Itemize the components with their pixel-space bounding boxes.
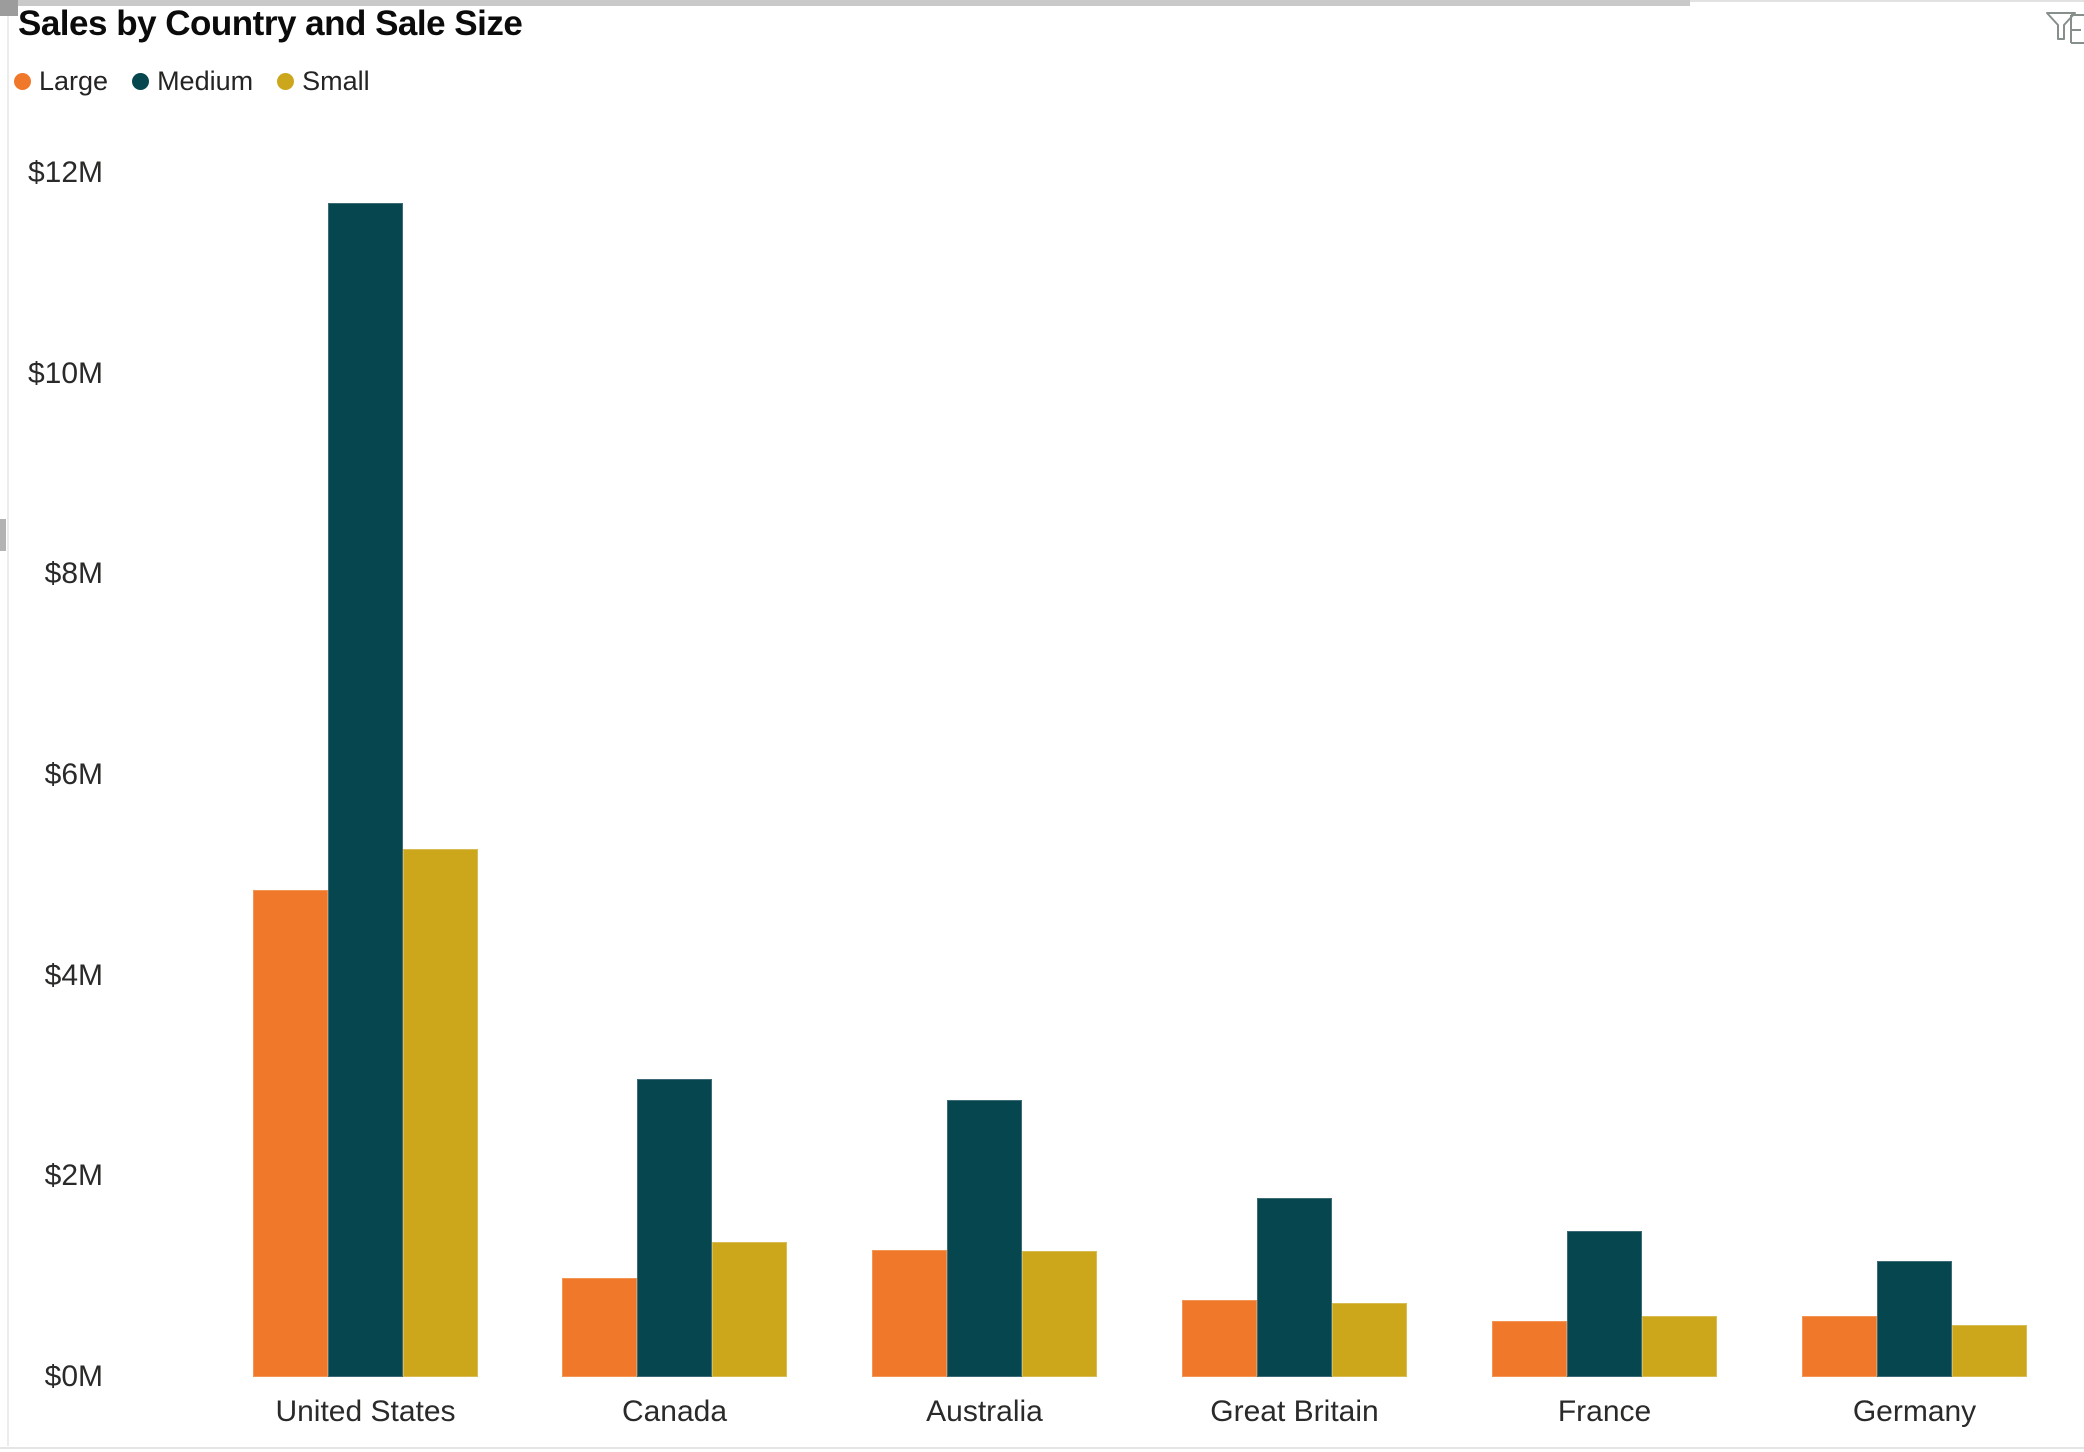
bar-large-great-britain[interactable] bbox=[1182, 1300, 1257, 1377]
filter-funnel-icon[interactable] bbox=[2044, 8, 2078, 44]
x-axis-category-label-united-states: United States bbox=[275, 1395, 456, 1428]
legend-item-small[interactable]: Small bbox=[277, 66, 370, 96]
vertical-scrollbar-thumb[interactable] bbox=[0, 519, 6, 551]
y-axis-tick-label: $8M bbox=[44, 557, 103, 591]
bar-small-united-states[interactable] bbox=[403, 849, 478, 1377]
x-axis-category-label-canada: Canada bbox=[621, 1395, 728, 1428]
x-axis-category-label-great-britain: Great Britain bbox=[1210, 1395, 1379, 1428]
bar-small-great-britain[interactable] bbox=[1332, 1303, 1407, 1377]
bar-medium-united-states[interactable] bbox=[328, 203, 403, 1377]
bar-large-united-states[interactable] bbox=[253, 890, 328, 1377]
bar-medium-france[interactable] bbox=[1567, 1231, 1642, 1377]
legend-dot-small bbox=[277, 72, 295, 90]
visual-header-icons bbox=[2044, 8, 2078, 44]
x-axis-category-label-australia: Australia bbox=[926, 1395, 1043, 1428]
legend-label: Medium bbox=[157, 66, 254, 96]
y-axis-tick-label: $12M bbox=[27, 156, 103, 189]
bar-large-germany[interactable] bbox=[1802, 1316, 1877, 1377]
legend-item-large[interactable]: Large bbox=[14, 66, 108, 96]
left-border-line bbox=[7, 16, 9, 1446]
bar-medium-canada[interactable] bbox=[637, 1079, 712, 1377]
bar-small-france[interactable] bbox=[1642, 1316, 1717, 1377]
legend-item-medium[interactable]: Medium bbox=[132, 66, 253, 96]
bar-large-australia[interactable] bbox=[872, 1250, 947, 1377]
legend-dot-large bbox=[14, 72, 31, 90]
bar-medium-germany[interactable] bbox=[1877, 1261, 1952, 1377]
bar-medium-australia[interactable] bbox=[947, 1100, 1022, 1377]
bar-large-france[interactable] bbox=[1492, 1321, 1567, 1377]
y-axis-tick-label: $4M bbox=[44, 958, 103, 992]
y-axis-tick-label: $10M bbox=[27, 356, 103, 390]
x-axis-category-label-germany: Germany bbox=[1852, 1395, 1977, 1428]
legend-dot-medium bbox=[132, 72, 150, 90]
bar-small-germany[interactable] bbox=[1952, 1325, 2027, 1377]
horizontal-scrollbar-strip[interactable] bbox=[18, 0, 1690, 6]
bar-small-australia[interactable] bbox=[1022, 1251, 1097, 1377]
legend-label: Small bbox=[302, 66, 370, 96]
y-axis-tick-label: $6M bbox=[44, 758, 103, 791]
x-axis-category-label-france: France bbox=[1557, 1395, 1652, 1428]
scrollbar-corner bbox=[0, 0, 18, 16]
bar-small-canada[interactable] bbox=[712, 1242, 787, 1377]
bar-medium-great-britain[interactable] bbox=[1257, 1198, 1332, 1377]
y-axis-tick-label: $2M bbox=[44, 1159, 103, 1193]
y-axis-tick-label: $0M bbox=[44, 1360, 103, 1393]
chart-title: Sales by Country and Sale Size bbox=[18, 4, 523, 43]
legend-label: Large bbox=[39, 66, 109, 96]
bar-large-canada[interactable] bbox=[562, 1278, 637, 1377]
chart-legend: Large Medium Small bbox=[14, 66, 394, 96]
bottom-border-line bbox=[0, 1447, 2084, 1449]
clipped-panel-icon[interactable] bbox=[2070, 12, 2084, 46]
